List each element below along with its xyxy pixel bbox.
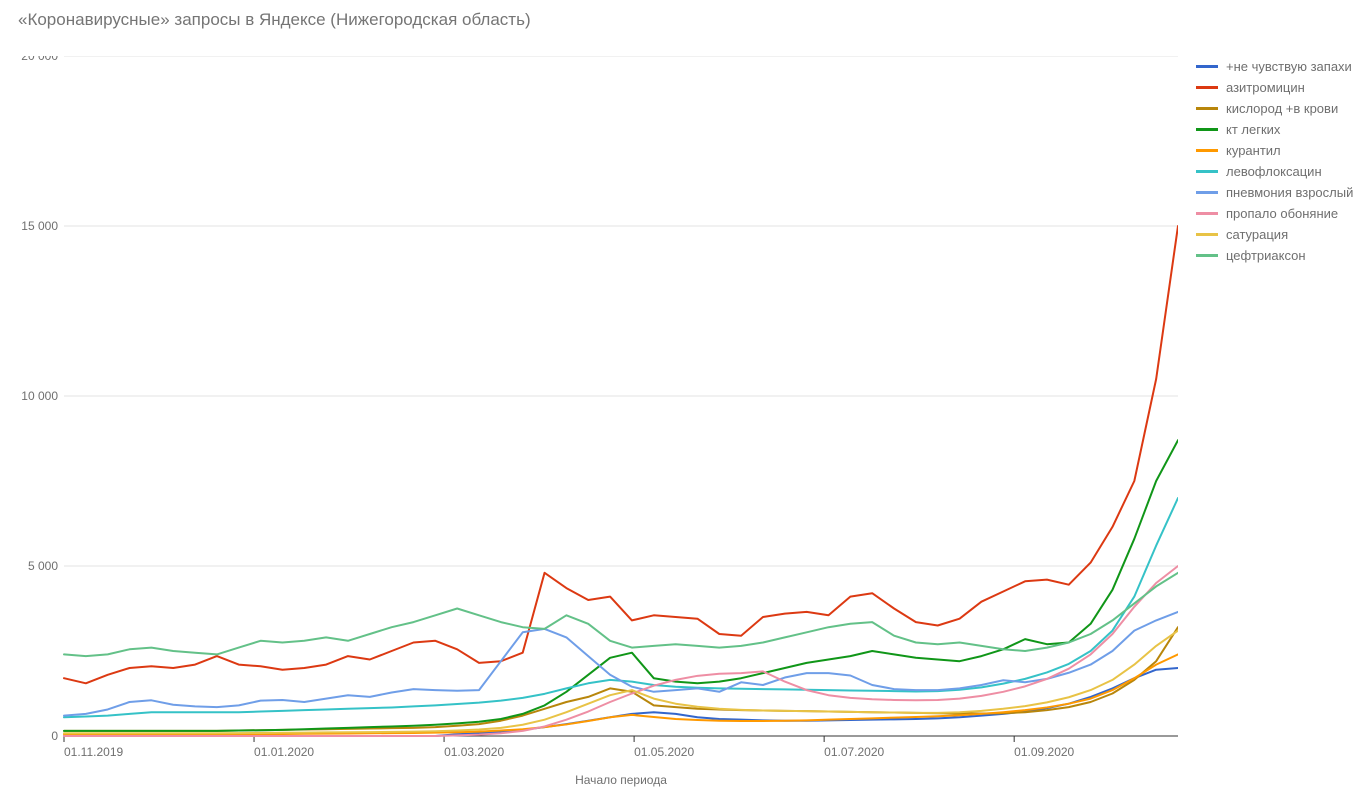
legend-item[interactable]: +не чувствую запахи — [1196, 56, 1356, 76]
legend-item[interactable]: азитромицин — [1196, 77, 1356, 97]
legend-label: цефтриаксон — [1226, 248, 1306, 263]
series-line — [64, 654, 1178, 734]
y-tick-label: 20 000 — [21, 56, 58, 63]
chart-title: «Коронавирусные» запросы в Яндексе (Ниже… — [18, 10, 531, 30]
series-line — [64, 612, 1178, 716]
series-line — [64, 573, 1178, 656]
legend: +не чувствую запахи азитромицин кислород +… — [1196, 56, 1356, 266]
y-tick-label: 5 000 — [28, 559, 58, 573]
legend-swatch — [1196, 233, 1218, 236]
chart-area: 0 5 000 10 000 15 000 20 000 01.11.2019 01.01.… — [18, 56, 1178, 766]
legend-label: левофлоксацин — [1226, 164, 1322, 179]
x-tick-label: 01.01.2020 — [254, 745, 314, 759]
legend-item[interactable]: кислород +в крови — [1196, 98, 1356, 118]
legend-item[interactable]: пропало обоняние — [1196, 203, 1356, 223]
y-tick-label: 15 000 — [21, 219, 58, 233]
x-tick-label: 01.09.2020 — [1014, 745, 1074, 759]
legend-swatch — [1196, 65, 1218, 68]
series-line — [64, 440, 1178, 731]
legend-label: азитромицин — [1226, 80, 1305, 95]
legend-swatch — [1196, 149, 1218, 152]
x-axis-title: Начало периода — [575, 773, 667, 787]
series-line — [64, 668, 1178, 736]
legend-label: пневмония взрослый — [1226, 185, 1353, 200]
y-tick-label: 10 000 — [21, 389, 58, 403]
y-tick-label: 0 — [51, 729, 58, 743]
x-tick-label: 01.07.2020 — [824, 745, 884, 759]
legend-item[interactable]: сатурация — [1196, 224, 1356, 244]
legend-label: курантил — [1226, 143, 1281, 158]
legend-item[interactable]: левофлоксацин — [1196, 161, 1356, 181]
legend-label: +не чувствую запахи — [1226, 59, 1352, 74]
line-chart-svg: 0 5 000 10 000 15 000 20 000 01.11.2019 01.01.… — [18, 56, 1178, 796]
legend-label: кт легких — [1226, 122, 1280, 137]
legend-swatch — [1196, 107, 1218, 110]
legend-swatch — [1196, 128, 1218, 131]
series-line — [64, 226, 1178, 683]
x-tick-label: 01.11.2019 — [64, 745, 123, 759]
legend-swatch — [1196, 170, 1218, 173]
legend-label: сатурация — [1226, 227, 1288, 242]
legend-item[interactable]: цефтриаксон — [1196, 245, 1356, 265]
legend-item[interactable]: курантил — [1196, 140, 1356, 160]
legend-label: пропало обоняние — [1226, 206, 1338, 221]
legend-item[interactable]: пневмония взрослый — [1196, 182, 1356, 202]
legend-label: кислород +в крови — [1226, 101, 1338, 116]
legend-swatch — [1196, 86, 1218, 89]
legend-swatch — [1196, 212, 1218, 215]
legend-swatch — [1196, 254, 1218, 257]
x-tick-label: 01.05.2020 — [634, 745, 694, 759]
legend-swatch — [1196, 191, 1218, 194]
legend-item[interactable]: кт легких — [1196, 119, 1356, 139]
x-tick-label: 01.03.2020 — [444, 745, 504, 759]
